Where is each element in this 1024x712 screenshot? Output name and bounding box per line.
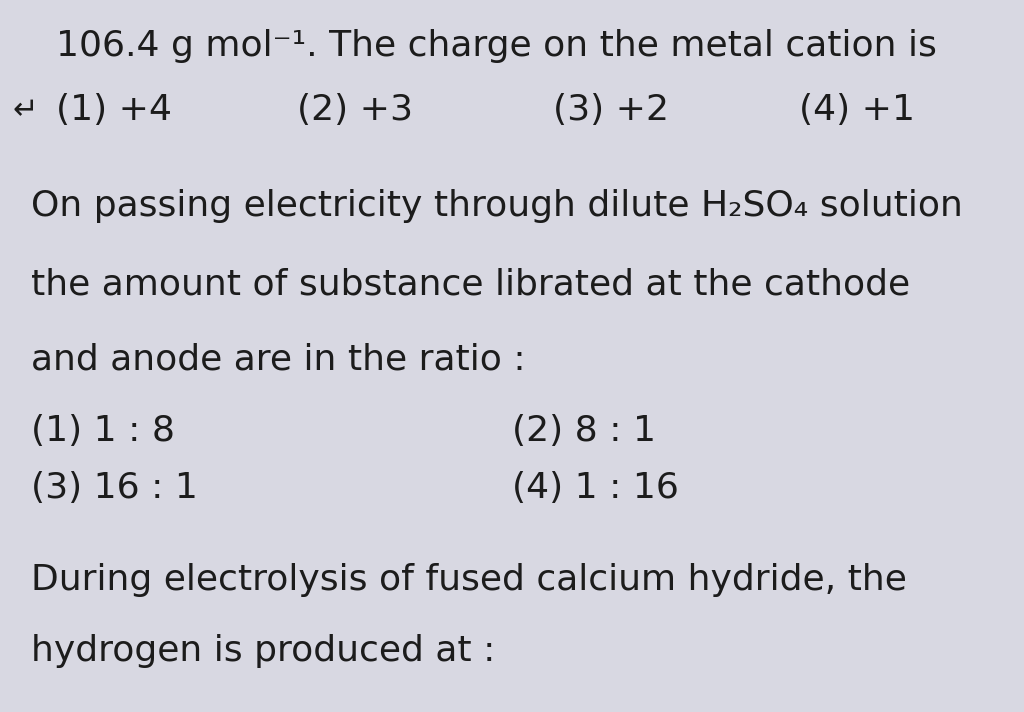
Text: and anode are in the ratio :: and anode are in the ratio : — [31, 342, 525, 377]
Text: ↵: ↵ — [12, 96, 38, 125]
Text: (3) 16 : 1: (3) 16 : 1 — [31, 471, 198, 505]
Text: (1) +4: (1) +4 — [56, 93, 172, 127]
Text: (1) 1 : 8: (1) 1 : 8 — [31, 414, 175, 448]
Text: 106.4 g mol⁻¹. The charge on the metal cation is: 106.4 g mol⁻¹. The charge on the metal c… — [56, 29, 937, 63]
Text: (4) 1 : 16: (4) 1 : 16 — [512, 471, 679, 505]
Text: During electrolysis of fused calcium hydride, the: During electrolysis of fused calcium hyd… — [31, 563, 906, 597]
Text: (2) 8 : 1: (2) 8 : 1 — [512, 414, 656, 448]
Text: the amount of substance librated at the cathode: the amount of substance librated at the … — [31, 268, 910, 302]
Text: (3) +2: (3) +2 — [553, 93, 669, 127]
Text: (2) +3: (2) +3 — [297, 93, 413, 127]
Text: hydrogen is produced at :: hydrogen is produced at : — [31, 634, 495, 669]
Text: (4) +1: (4) +1 — [799, 93, 914, 127]
Text: On passing electricity through dilute H₂SO₄ solution: On passing electricity through dilute H₂… — [31, 189, 963, 224]
